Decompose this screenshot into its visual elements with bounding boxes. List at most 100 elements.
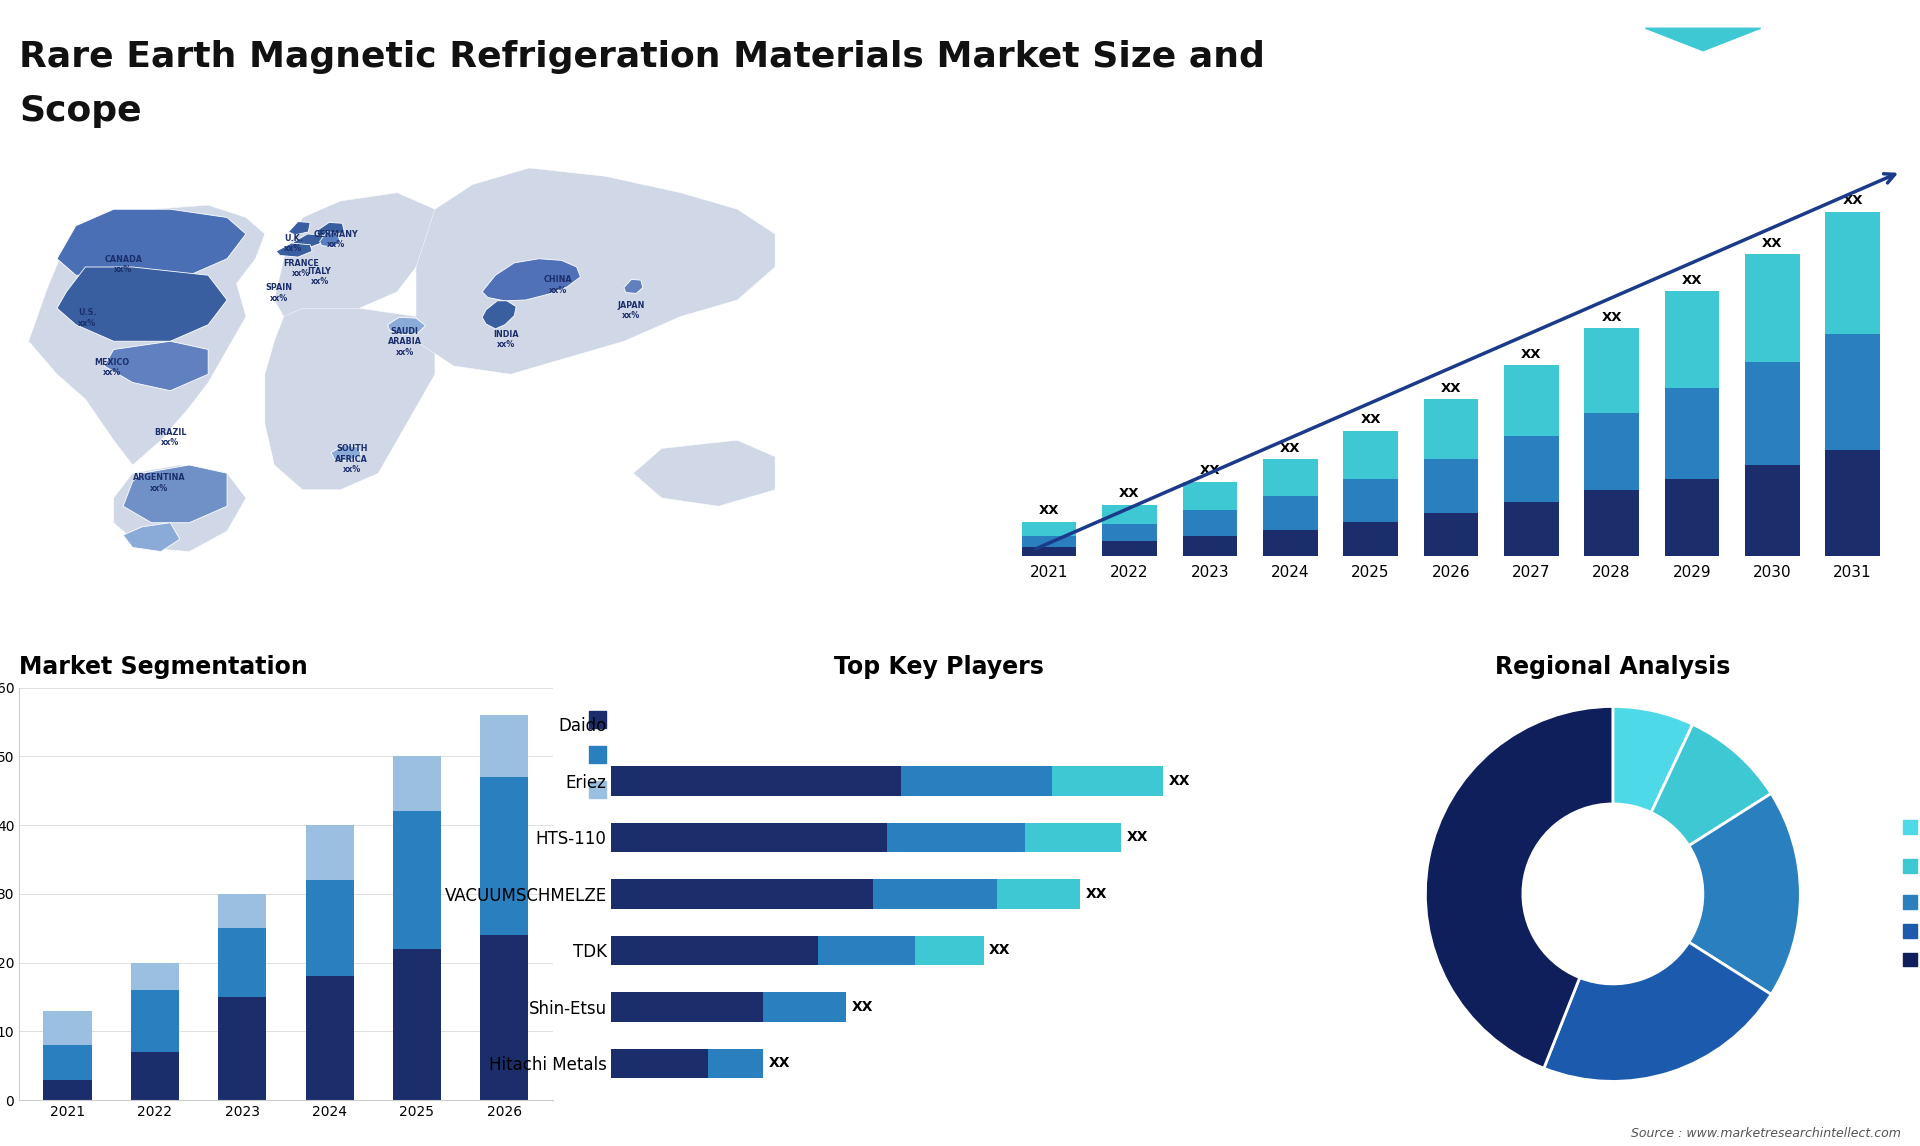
Polygon shape <box>288 221 311 235</box>
Text: XX: XX <box>1359 414 1380 426</box>
Polygon shape <box>58 210 246 283</box>
Text: XX: XX <box>1119 487 1140 501</box>
Bar <box>1263 496 1317 531</box>
Text: INTELLECT: INTELLECT <box>1789 66 1851 77</box>
Wedge shape <box>1651 724 1770 846</box>
Text: BRAZIL
xx%: BRAZIL xx% <box>154 427 186 447</box>
Text: ARGENTINA
xx%: ARGENTINA xx% <box>132 473 186 493</box>
Text: SPAIN
xx%: SPAIN xx% <box>265 283 292 303</box>
Bar <box>480 935 528 1100</box>
Text: SOUTH
AFRICA
xx%: SOUTH AFRICA xx% <box>336 445 369 474</box>
Polygon shape <box>123 465 227 523</box>
Polygon shape <box>104 342 207 391</box>
Bar <box>1503 366 1559 437</box>
Text: U.K.
xx%: U.K. xx% <box>284 234 303 253</box>
Bar <box>305 976 353 1100</box>
Bar <box>1102 504 1158 525</box>
Bar <box>394 811 442 949</box>
Bar <box>1344 479 1398 521</box>
Polygon shape <box>58 267 227 342</box>
Text: GERMANY
xx%: GERMANY xx% <box>313 230 359 250</box>
Bar <box>611 992 762 1021</box>
Text: XX: XX <box>1763 237 1782 250</box>
Bar <box>1826 212 1880 333</box>
Text: XX: XX <box>1085 887 1108 901</box>
Bar <box>1423 460 1478 513</box>
Bar <box>1025 823 1121 853</box>
Bar <box>611 936 818 965</box>
Polygon shape <box>276 243 313 257</box>
Polygon shape <box>482 259 580 300</box>
Text: XX: XX <box>1167 774 1190 788</box>
Polygon shape <box>265 308 436 489</box>
Text: JAPAN
xx%: JAPAN xx% <box>618 300 645 320</box>
Title: Regional Analysis: Regional Analysis <box>1496 654 1730 678</box>
Bar <box>219 997 267 1100</box>
Bar <box>131 1052 179 1100</box>
Bar <box>1021 521 1077 536</box>
Bar <box>1503 502 1559 556</box>
Text: FRANCE
xx%: FRANCE xx% <box>282 259 319 278</box>
Bar <box>1826 333 1880 450</box>
Bar <box>818 936 914 965</box>
Text: XX: XX <box>1440 382 1461 395</box>
Text: CANADA
xx%: CANADA xx% <box>104 254 142 274</box>
Wedge shape <box>1613 706 1693 813</box>
Bar <box>611 879 874 909</box>
Text: MEXICO
xx%: MEXICO xx% <box>94 358 129 377</box>
Bar <box>708 1049 762 1078</box>
Text: XX: XX <box>989 943 1010 957</box>
Polygon shape <box>482 300 516 329</box>
Text: U.S.
xx%: U.S. xx% <box>79 308 96 328</box>
Bar <box>611 823 887 853</box>
Bar <box>1503 437 1559 502</box>
Polygon shape <box>1634 22 1772 58</box>
Bar <box>1183 510 1236 536</box>
Polygon shape <box>317 222 344 236</box>
Text: XX: XX <box>1521 348 1542 361</box>
Text: XX: XX <box>1682 274 1703 286</box>
Bar <box>1102 542 1158 556</box>
Bar <box>1102 525 1158 542</box>
Bar <box>1745 254 1799 362</box>
Text: XX: XX <box>1127 831 1148 845</box>
Bar <box>1584 490 1640 556</box>
Text: ITALY
xx%: ITALY xx% <box>307 267 332 286</box>
Polygon shape <box>634 440 776 507</box>
Text: Source : www.marketresearchintellect.com: Source : www.marketresearchintellect.com <box>1630 1128 1901 1140</box>
Bar <box>131 990 179 1052</box>
Text: XX: XX <box>1039 504 1060 517</box>
Polygon shape <box>123 523 180 551</box>
Polygon shape <box>388 317 426 335</box>
Bar <box>1745 464 1799 556</box>
Bar <box>1021 547 1077 556</box>
Bar <box>1344 521 1398 556</box>
Bar <box>874 879 996 909</box>
Bar <box>44 1080 92 1100</box>
Wedge shape <box>1544 942 1770 1082</box>
Bar <box>305 880 353 976</box>
Legend: Latin America, Middle East &
Africa, Asia Pacific, Europe, North America: Latin America, Middle East & Africa, Asi… <box>1897 814 1920 974</box>
Bar <box>1665 291 1718 387</box>
Text: Market Segmentation: Market Segmentation <box>19 654 307 678</box>
Bar <box>1584 328 1640 414</box>
Bar <box>1183 536 1236 556</box>
Polygon shape <box>29 205 265 465</box>
Bar <box>219 928 267 997</box>
Text: RESEARCH: RESEARCH <box>1789 44 1851 54</box>
Wedge shape <box>1425 706 1613 1068</box>
Title: Top Key Players: Top Key Players <box>833 654 1044 678</box>
Bar <box>1665 387 1718 479</box>
Polygon shape <box>319 231 340 248</box>
Bar <box>305 825 353 880</box>
Bar <box>1263 531 1317 556</box>
Bar <box>762 992 845 1021</box>
Bar <box>611 1049 708 1078</box>
Polygon shape <box>1645 29 1761 50</box>
Bar <box>914 936 983 965</box>
Text: XX: XX <box>851 1000 874 1014</box>
Polygon shape <box>294 234 323 248</box>
Bar <box>1344 431 1398 479</box>
Circle shape <box>1523 804 1703 984</box>
Bar <box>900 767 1052 795</box>
